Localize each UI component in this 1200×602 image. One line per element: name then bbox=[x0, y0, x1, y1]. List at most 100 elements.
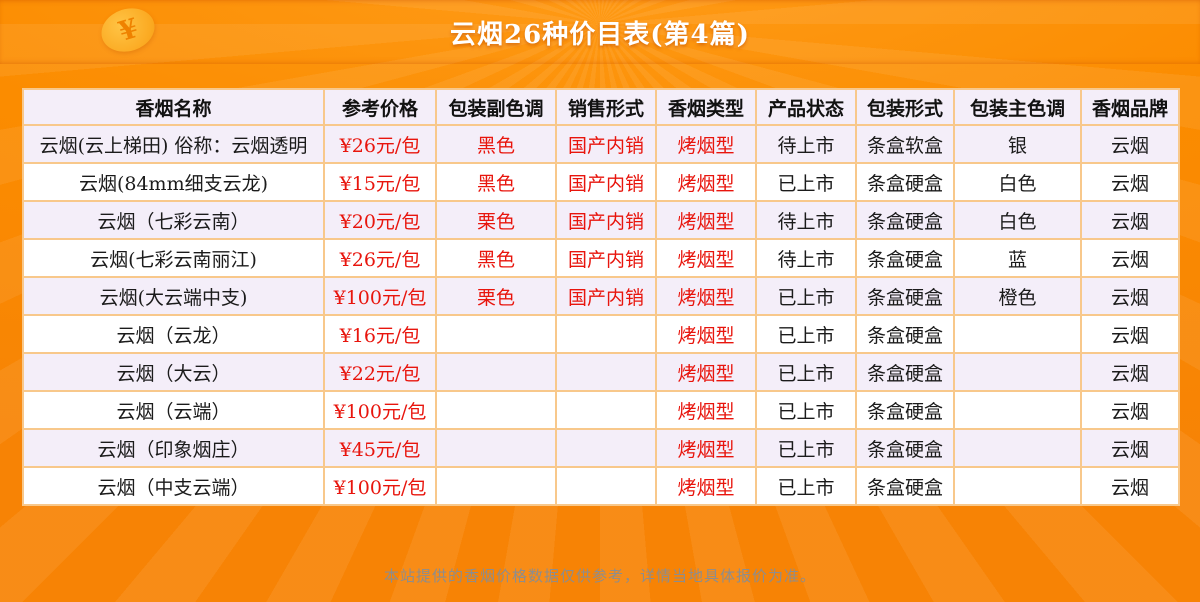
package-form-cell: 条盒硬盒 bbox=[855, 428, 955, 468]
sales-form-cell bbox=[555, 314, 657, 354]
price-cell: ¥26元/包 bbox=[323, 124, 437, 164]
main-color-cell bbox=[953, 390, 1082, 430]
product-status-cell: 待上市 bbox=[755, 238, 857, 278]
product-status-cell: 已上市 bbox=[755, 162, 857, 202]
column-header-product-status: 产品状态 bbox=[755, 88, 857, 126]
table-row: 云烟（中支云端） ¥100元/包 烤烟型 已上市 条盒硬盒 云烟 bbox=[22, 466, 1180, 506]
sales-form-cell: 国产内销 bbox=[555, 276, 657, 316]
sales-form-cell bbox=[555, 428, 657, 468]
main-color-cell: 橙色 bbox=[953, 276, 1082, 316]
package-form-cell: 条盒硬盒 bbox=[855, 238, 955, 278]
name-cell: 云烟（中支云端） bbox=[22, 466, 325, 506]
cigarette-type-cell: 烤烟型 bbox=[655, 428, 757, 468]
table-row: 云烟（云龙） ¥16元/包 烤烟型 已上市 条盒硬盒 云烟 bbox=[22, 314, 1180, 354]
brand-cell: 云烟 bbox=[1080, 428, 1180, 468]
brand-cell: 云烟 bbox=[1080, 124, 1180, 164]
name-cell: 云烟(云上梯田) 俗称：云烟透明 bbox=[22, 124, 325, 164]
cigarette-type-cell: 烤烟型 bbox=[655, 314, 757, 354]
cigarette-type-cell: 烤烟型 bbox=[655, 200, 757, 240]
package-form-cell: 条盒软盒 bbox=[855, 124, 955, 164]
sales-form-cell: 国产内销 bbox=[555, 200, 657, 240]
package-form-cell: 条盒硬盒 bbox=[855, 352, 955, 392]
sales-form-cell bbox=[555, 352, 657, 392]
price-cell: ¥26元/包 bbox=[323, 238, 437, 278]
package-form-cell: 条盒硬盒 bbox=[855, 162, 955, 202]
product-status-cell: 已上市 bbox=[755, 466, 857, 506]
name-cell: 云烟(七彩云南丽江) bbox=[22, 238, 325, 278]
cigarette-type-cell: 烤烟型 bbox=[655, 390, 757, 430]
table-row: 云烟(大云端中支) ¥100元/包 栗色 国产内销 烤烟型 已上市 条盒硬盒 橙色 云烟 bbox=[22, 276, 1180, 316]
secondary-color-cell: 黑色 bbox=[435, 124, 557, 164]
secondary-color-cell: 黑色 bbox=[435, 238, 557, 278]
main-color-cell: 银 bbox=[953, 124, 1082, 164]
page-title: 云烟26种价目表(第4篇) bbox=[450, 19, 750, 50]
package-form-cell: 条盒硬盒 bbox=[855, 200, 955, 240]
name-cell: 云烟（七彩云南） bbox=[22, 200, 325, 240]
price-cell: ¥22元/包 bbox=[323, 352, 437, 392]
column-header-brand: 香烟品牌 bbox=[1080, 88, 1180, 126]
table-row: 云烟(云上梯田) 俗称：云烟透明 ¥26元/包 黑色 国产内销 烤烟型 待上市 条盒软盒银云… bbox=[22, 124, 1180, 164]
column-header-main-color: 包装主色调 bbox=[953, 88, 1082, 126]
name-cell: 云烟（大云） bbox=[22, 352, 325, 392]
table-row: 云烟（云端） ¥100元/包 烤烟型 已上市 条盒硬盒 云烟 bbox=[22, 390, 1180, 430]
product-status-cell: 待上市 bbox=[755, 200, 857, 240]
price-cell: ¥100元/包 bbox=[323, 390, 437, 430]
brand-cell: 云烟 bbox=[1080, 276, 1180, 316]
sales-form-cell bbox=[555, 466, 657, 506]
secondary-color-cell bbox=[435, 466, 557, 506]
sales-form-cell bbox=[555, 390, 657, 430]
table-row: 云烟(84mm细支云龙) ¥15元/包 黑色 国产内销 烤烟型 已上市 条盒硬盒 白色 云烟 bbox=[22, 162, 1180, 202]
package-form-cell: 条盒硬盒 bbox=[855, 276, 955, 316]
table-row: 云烟(七彩云南丽江) ¥26元/包 黑色 国产内销 烤烟型 待上市 条盒硬盒蓝云烟 bbox=[22, 238, 1180, 278]
secondary-color-cell bbox=[435, 428, 557, 468]
price-cell: ¥16元/包 bbox=[323, 314, 437, 354]
table-row: 云烟（七彩云南） ¥20元/包 栗色 国产内销 烤烟型 待上市 条盒硬盒 白色 云烟 bbox=[22, 200, 1180, 240]
column-header-sales-form: 销售形式 bbox=[555, 88, 657, 126]
main-color-cell: 白色 bbox=[953, 200, 1082, 240]
table-header: 香烟名称 参考价格 包装副色调 销售形式 香烟类型 产品状态 包装形式 包装主色… bbox=[22, 88, 1180, 126]
price-cell: ¥100元/包 bbox=[323, 466, 437, 506]
header-banner: ¥ 云烟26种价目表(第4篇) bbox=[0, 0, 1200, 64]
name-cell: 云烟(84mm细支云龙) bbox=[22, 162, 325, 202]
main-color-cell bbox=[953, 314, 1082, 354]
name-cell: 云烟（印象烟庄） bbox=[22, 428, 325, 468]
price-table: 香烟名称 参考价格 包装副色调 销售形式 香烟类型 产品状态 包装形式 包装主色… bbox=[22, 88, 1180, 506]
cigarette-type-cell: 烤烟型 bbox=[655, 466, 757, 506]
package-form-cell: 条盒硬盒 bbox=[855, 314, 955, 354]
brand-cell: 云烟 bbox=[1080, 466, 1180, 506]
main-color-cell: 白色 bbox=[953, 162, 1082, 202]
sales-form-cell: 国产内销 bbox=[555, 124, 657, 164]
column-header-price: 参考价格 bbox=[323, 88, 437, 126]
main-color-cell bbox=[953, 466, 1082, 506]
product-status-cell: 已上市 bbox=[755, 314, 857, 354]
price-cell: ¥15元/包 bbox=[323, 162, 437, 202]
cigarette-type-cell: 烤烟型 bbox=[655, 238, 757, 278]
cigarette-type-cell: 烤烟型 bbox=[655, 124, 757, 164]
secondary-color-cell: 栗色 bbox=[435, 200, 557, 240]
column-header-name: 香烟名称 bbox=[22, 88, 325, 126]
main-color-cell bbox=[953, 352, 1082, 392]
product-status-cell: 已上市 bbox=[755, 390, 857, 430]
brand-cell: 云烟 bbox=[1080, 162, 1180, 202]
product-status-cell: 待上市 bbox=[755, 124, 857, 164]
price-cell: ¥20元/包 bbox=[323, 200, 437, 240]
brand-cell: 云烟 bbox=[1080, 352, 1180, 392]
price-cell: ¥100元/包 bbox=[323, 276, 437, 316]
price-cell: ¥45元/包 bbox=[323, 428, 437, 468]
package-form-cell: 条盒硬盒 bbox=[855, 390, 955, 430]
secondary-color-cell: 黑色 bbox=[435, 162, 557, 202]
product-status-cell: 已上市 bbox=[755, 352, 857, 392]
column-header-cigarette-type: 香烟类型 bbox=[655, 88, 757, 126]
column-header-secondary-color: 包装副色调 bbox=[435, 88, 557, 126]
table-body: 云烟(云上梯田) 俗称：云烟透明 ¥26元/包 黑色 国产内销 烤烟型 待上市 条盒软盒银云… bbox=[22, 124, 1180, 506]
name-cell: 云烟(大云端中支) bbox=[22, 276, 325, 316]
main-color-cell bbox=[953, 428, 1082, 468]
column-header-package-form: 包装形式 bbox=[855, 88, 955, 126]
brand-cell: 云烟 bbox=[1080, 314, 1180, 354]
cigarette-type-cell: 烤烟型 bbox=[655, 276, 757, 316]
brand-cell: 云烟 bbox=[1080, 238, 1180, 278]
table-row: 云烟（印象烟庄） ¥45元/包 烤烟型 已上市 条盒硬盒 云烟 bbox=[22, 428, 1180, 468]
secondary-color-cell: 栗色 bbox=[435, 276, 557, 316]
main-color-cell: 蓝 bbox=[953, 238, 1082, 278]
